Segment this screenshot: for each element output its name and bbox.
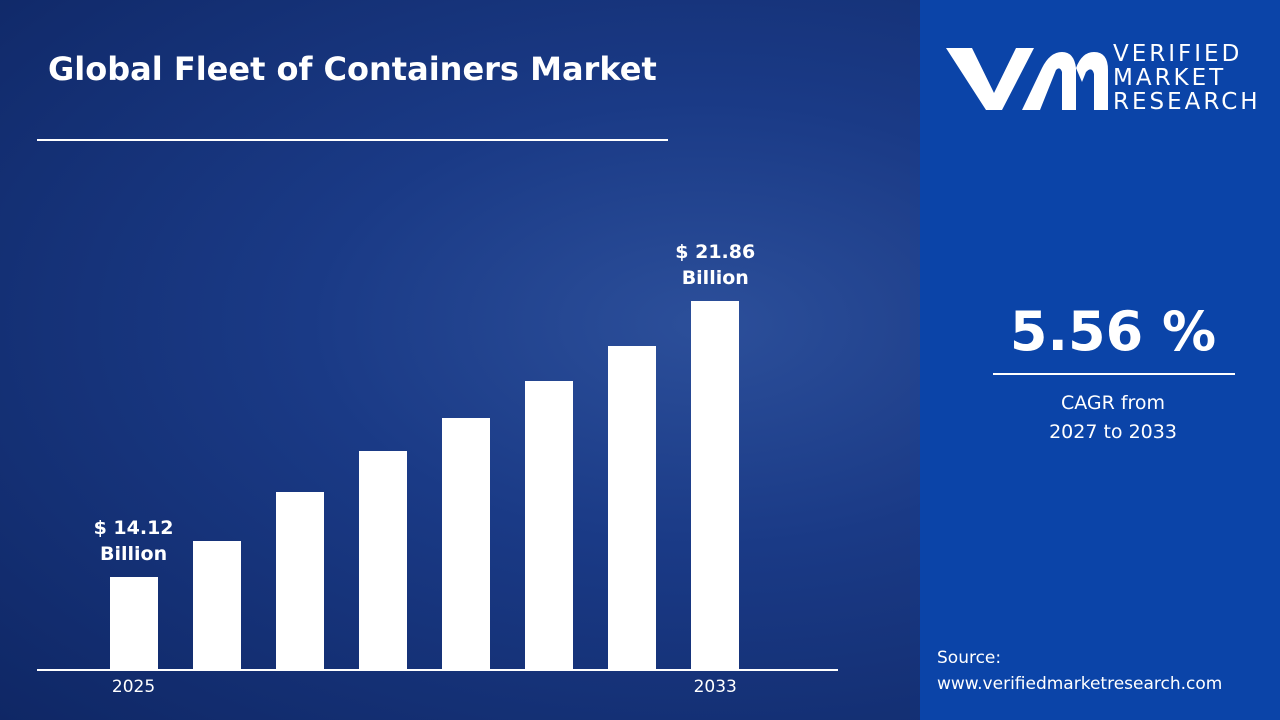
- logo-text: RESEARCH: [1113, 89, 1261, 115]
- cagr-label: 2027 to 2033: [1049, 421, 1177, 443]
- bar: [358, 450, 407, 670]
- bar: [192, 540, 241, 670]
- cagr-value: 5.56 %: [1009, 300, 1217, 363]
- logo-text: VERIFIED: [1113, 41, 1243, 67]
- bar: [441, 417, 490, 670]
- bar: [608, 345, 657, 670]
- value-label: $ 14.12 Billion: [93, 516, 174, 565]
- baseline: [37, 669, 838, 671]
- side-panel: VERIFIED MARKET RESEARCH 5.56 % CAGR fro…: [920, 0, 1280, 720]
- source-label: Source:: [937, 648, 1002, 668]
- cagr-label: CAGR from: [1060, 392, 1166, 414]
- bar: [275, 491, 324, 670]
- value-label: $ 21.86 Billion: [675, 241, 756, 290]
- logo-text: MARKET: [1113, 65, 1227, 91]
- bar: [525, 380, 574, 670]
- bar: [109, 576, 158, 670]
- chart-title: Global Fleet of Containers Market: [48, 50, 657, 88]
- source-url: www.verifiedmarketresearch.com: [937, 674, 1223, 694]
- cagr-rule: [993, 373, 1235, 375]
- logo-mark: [946, 48, 1108, 110]
- bar: [691, 301, 740, 670]
- x-tick-label: 2025: [111, 677, 156, 697]
- title-rule: [37, 139, 668, 141]
- x-tick-label: 2033: [693, 677, 737, 697]
